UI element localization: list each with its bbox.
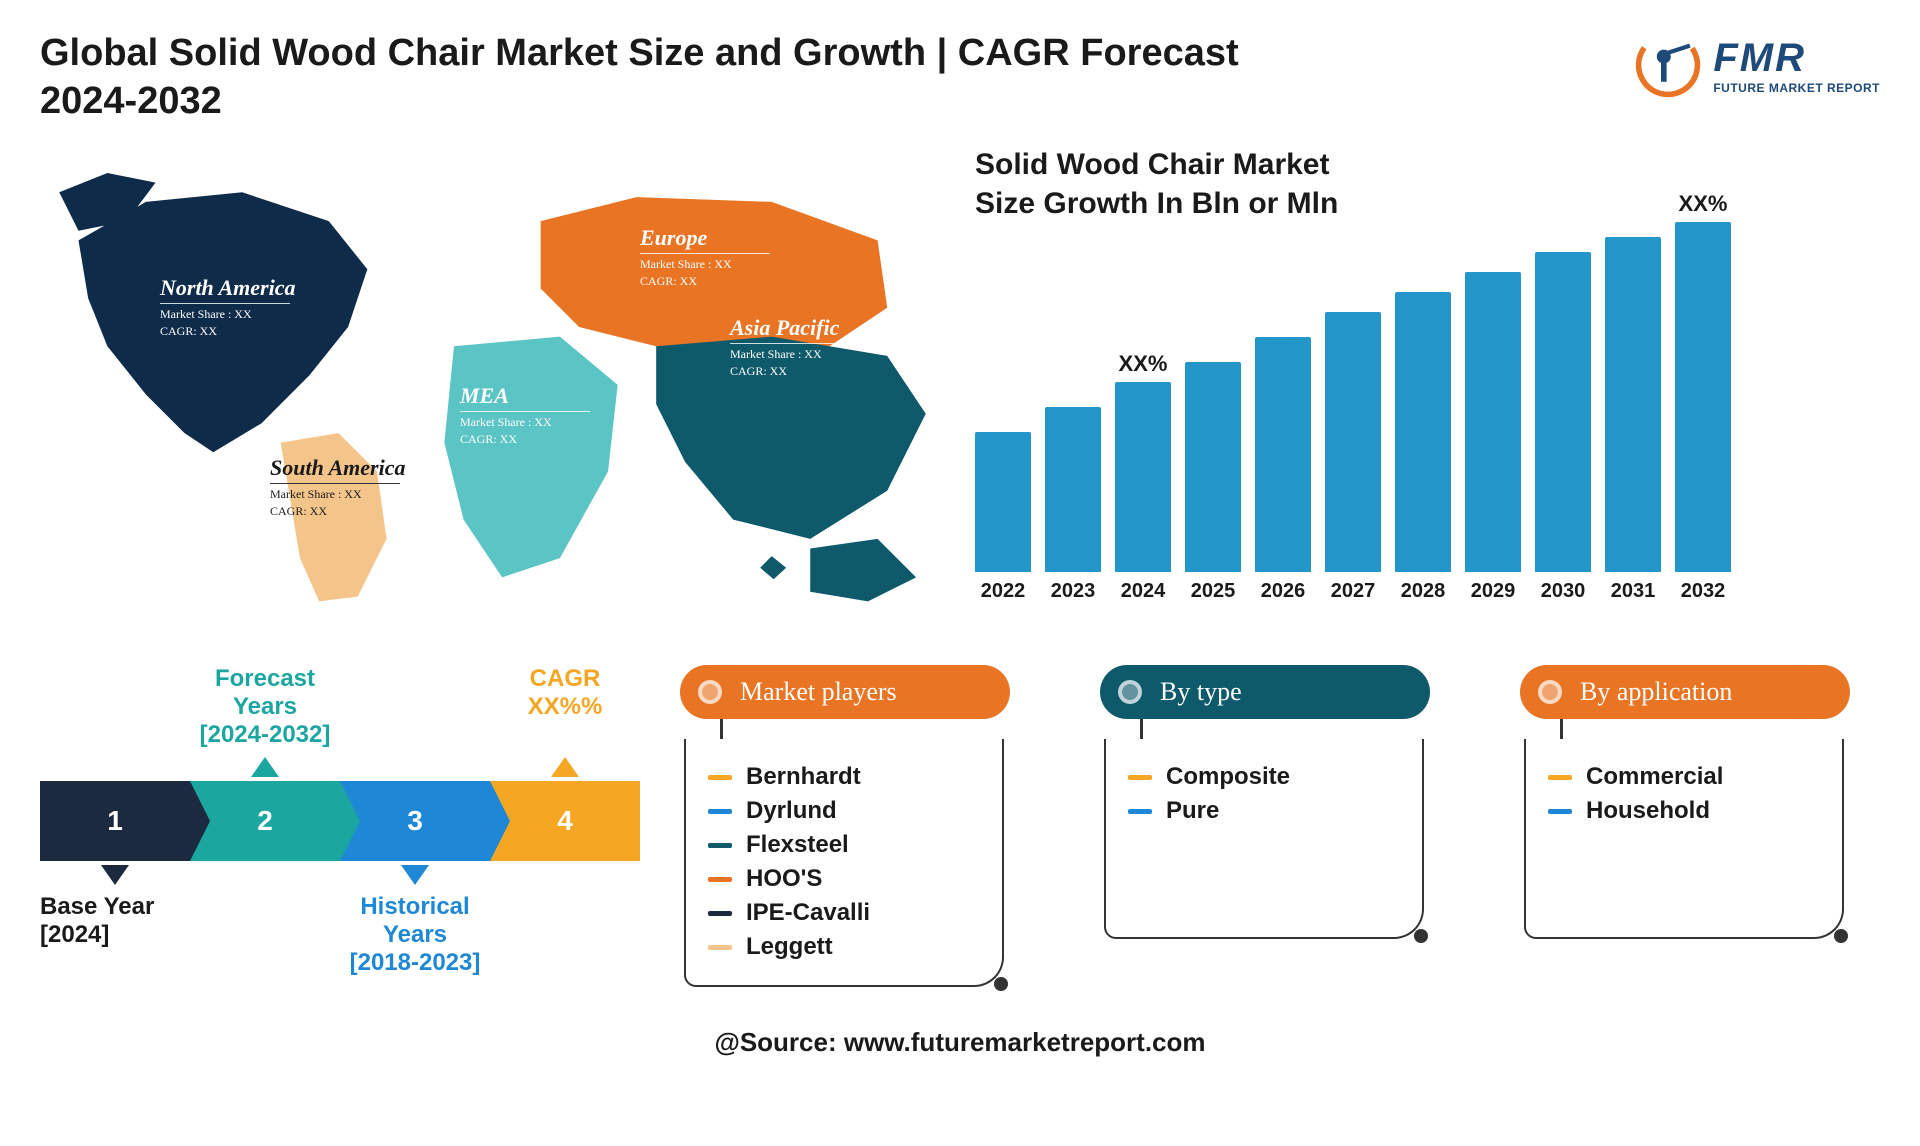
list-item: Leggett [708,933,980,961]
logo-text-sub: FUTURE MARKET REPORT [1713,81,1880,95]
bar-2027: 2027 [1325,312,1381,603]
hist-label: Historical Years [340,893,490,949]
cagr-label: CAGR [490,665,640,693]
timeline-seg-1: 1 [40,781,190,861]
bar-2029: 2029 [1465,272,1521,603]
region-label-sa: South AmericaMarket Share : XXCAGR: XX [270,455,406,520]
growth-chart: Solid Wood Chair Market Size Growth In B… [975,145,1880,615]
timeline-seg-4: 4 [490,781,640,861]
pill-body: Commercial Household [1524,739,1844,939]
bar-2030: 2030 [1535,252,1591,603]
forecast-range: [2024-2032] [190,721,340,749]
hist-range: [2018-2023] [340,949,490,977]
bar-chart: 20222023XX%20242025202620272028202920302… [975,243,1880,603]
cagr-value: XX%% [490,693,640,721]
bar-2022: 2022 [975,432,1031,603]
list-item: HOO'S [708,865,980,893]
arrow-up-icon [551,757,579,777]
region-label-na: North AmericaMarket Share : XXCAGR: XX [160,275,295,340]
map-svg [40,145,945,615]
logo-text-main: FMR [1713,36,1880,81]
chart-title: Solid Wood Chair Market Size Growth In B… [975,145,1375,223]
logo: FMR FUTURE MARKET REPORT [1633,30,1880,100]
base-label: Base Year [40,893,190,921]
bar-2031: 2031 [1605,237,1661,603]
arrow-up-icon [251,757,279,777]
bar-2024: XX%2024 [1115,382,1171,603]
region-label-mea: MEAMarket Share : XXCAGR: XX [460,383,590,448]
pill-header: Market players [680,665,1010,719]
region-label-eu: EuropeMarket Share : XXCAGR: XX [640,225,770,290]
list-item: Pure [1128,797,1400,825]
pill-section-1: By type Composite Pure [1100,665,1460,987]
timeline-bar: 1234 [40,781,640,861]
pill-header: By application [1520,665,1850,719]
bar-2023: 2023 [1045,407,1101,603]
bar-2032: XX%2032 [1675,222,1731,603]
list-item: Commercial [1548,763,1820,791]
source-attribution: @Source: www.futuremarketreport.com [40,1027,1880,1058]
pill-section-2: By application Commercial Household [1520,665,1880,987]
pill-body: Composite Pure [1104,739,1424,939]
pill-header: By type [1100,665,1430,719]
arrow-down-icon [101,865,129,885]
world-map: North AmericaMarket Share : XXCAGR: XX So… [40,145,945,615]
pill-section-0: Market players Bernhardt Dyrlund Flexsteel H… [680,665,1040,987]
timeline: Forecast Years [2024-2032] CAGR XX%% 123… [40,665,640,977]
timeline-seg-3: 3 [340,781,490,861]
list-item: Composite [1128,763,1400,791]
bar-2028: 2028 [1395,292,1451,603]
pill-body: Bernhardt Dyrlund Flexsteel HOO'S IPE-Cavall… [684,739,1004,987]
list-item: Flexsteel [708,831,980,859]
page-title: Global Solid Wood Chair Market Size and … [40,30,1240,125]
bar-2026: 2026 [1255,337,1311,603]
arrow-down-icon [401,865,429,885]
region-label-ap: Asia PacificMarket Share : XXCAGR: XX [730,315,860,380]
base-range: [2024] [40,921,190,949]
timeline-seg-2: 2 [190,781,340,861]
list-item: IPE-Cavalli [708,899,980,927]
forecast-label: Forecast Years [190,665,340,721]
list-item: Dyrlund [708,797,980,825]
fmr-logo-icon [1633,30,1703,100]
list-item: Household [1548,797,1820,825]
list-item: Bernhardt [708,763,980,791]
bar-2025: 2025 [1185,362,1241,603]
